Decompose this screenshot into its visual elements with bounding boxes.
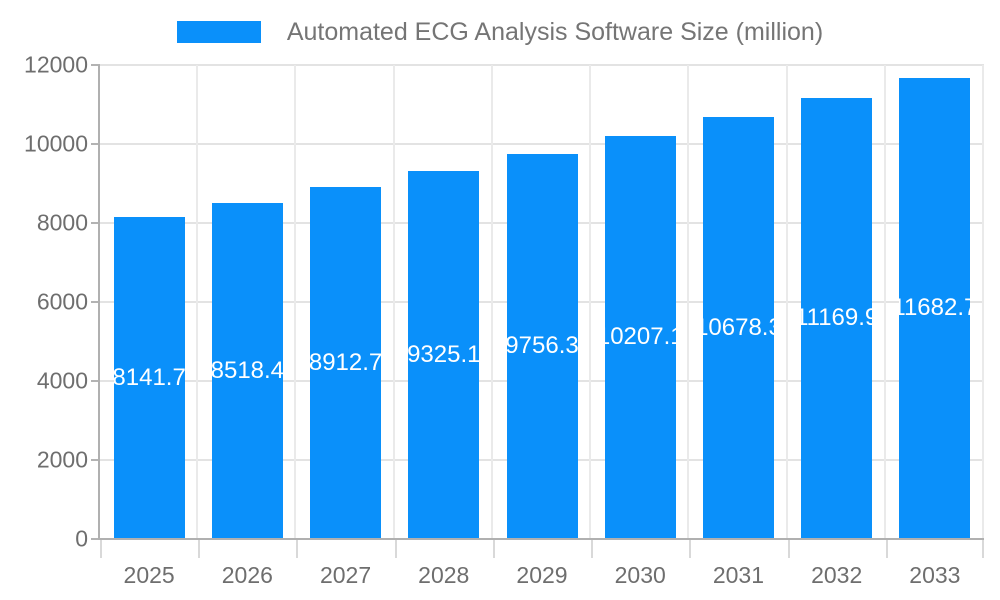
v-gridline (392, 65, 395, 539)
bar[interactable]: 10207.1 (604, 135, 676, 539)
x-axis-tick (296, 540, 299, 558)
y-axis-line (98, 65, 100, 540)
x-axis-label: 2025 (123, 562, 175, 588)
x-axis-tick (591, 540, 594, 558)
v-gridline (687, 65, 690, 539)
y-axis-tick (91, 222, 100, 224)
v-gridline (294, 65, 297, 539)
x-axis-tick (787, 540, 790, 558)
x-axis-tick (100, 540, 102, 558)
x-axis-tick (689, 540, 692, 558)
y-axis-label: 8000 (36, 209, 88, 236)
x-axis-label: 2032 (811, 562, 863, 588)
bar[interactable]: 11682.7 (899, 77, 971, 539)
y-axis-label: 10000 (24, 130, 88, 157)
bar[interactable]: 8912.7 (310, 186, 382, 539)
x-axis-label: 2029 (516, 562, 568, 588)
y-axis-tick (91, 301, 100, 303)
y-axis-label: 2000 (36, 446, 88, 473)
x-axis-label: 2027 (319, 562, 372, 588)
bar-value-label: 8912.7 (310, 348, 382, 376)
x-axis-tick (885, 540, 888, 558)
y-axis-tick (91, 538, 100, 540)
y-axis-tick (91, 143, 100, 145)
bar-value-label: 8518.4 (211, 356, 283, 384)
x-axis-label: 2030 (614, 562, 666, 588)
bar[interactable]: 9325.1 (408, 170, 480, 539)
y-axis-tick (91, 380, 100, 382)
y-axis-label: 12000 (24, 51, 88, 78)
bar[interactable]: 10678.3 (702, 117, 774, 539)
x-axis-label: 2028 (418, 562, 470, 588)
legend-swatch (176, 21, 261, 43)
y-axis-label: 6000 (36, 288, 88, 315)
bar-value-label: 9756.3 (506, 332, 578, 360)
v-gridline (490, 65, 493, 539)
x-axis-label: 2026 (221, 562, 273, 588)
bar[interactable]: 11169.9 (801, 97, 873, 539)
bar-value-label: 11169.9 (801, 304, 873, 332)
v-gridline (785, 65, 788, 539)
x-axis-label: 2033 (909, 562, 961, 588)
bar[interactable]: 8518.4 (211, 202, 283, 539)
bar-value-label: 11682.7 (899, 294, 970, 322)
bar-value-label: 8141.7 (113, 364, 185, 392)
legend-label: Automated ECG Analysis Software Size (mi… (286, 18, 824, 46)
x-axis-tick (982, 540, 984, 558)
v-gridline (982, 65, 984, 539)
plot-area: 8141.7 8518.4 8912.7 9325.1 9756.3 10207.1 106… (100, 64, 984, 539)
x-axis-line (98, 538, 984, 540)
v-gridline (883, 65, 886, 539)
bar[interactable]: 9756.3 (506, 153, 578, 539)
x-axis-label: 2031 (712, 562, 765, 588)
bar-value-label: 9325.1 (408, 340, 480, 368)
v-gridline (589, 65, 592, 539)
bar[interactable]: 8141.7 (113, 217, 185, 539)
bar-value-label: 10678.3 (703, 314, 774, 342)
y-axis-tick (91, 64, 100, 66)
y-axis-tick (91, 459, 100, 461)
y-axis-label: 4000 (36, 367, 88, 394)
x-axis-tick (492, 540, 495, 558)
x-axis-tick (394, 540, 397, 558)
v-gridline (196, 65, 199, 539)
legend[interactable]: Automated ECG Analysis Software Size (mi… (0, 17, 1000, 47)
y-axis-label: 0 (75, 525, 88, 552)
bar-value-label: 10207.1 (605, 323, 676, 351)
h-gridline (100, 143, 984, 145)
x-axis-tick (198, 540, 201, 558)
h-gridline (100, 64, 984, 66)
